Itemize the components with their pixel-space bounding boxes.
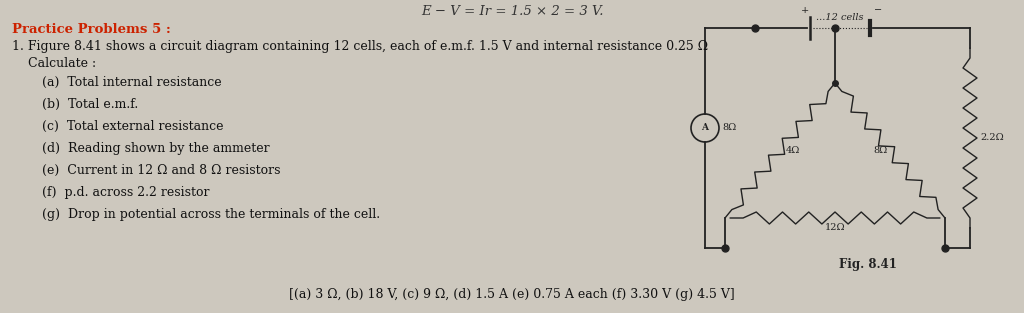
Text: Calculate :: Calculate : (28, 57, 96, 70)
Text: (a)  Total internal resistance: (a) Total internal resistance (42, 76, 221, 89)
Text: (f)  p.d. across 2.2 resistor: (f) p.d. across 2.2 resistor (42, 186, 210, 199)
Text: 8Ω: 8Ω (722, 124, 736, 132)
Text: −: − (874, 6, 882, 15)
Text: (e)  Current in 12 Ω and 8 Ω resistors: (e) Current in 12 Ω and 8 Ω resistors (42, 164, 281, 177)
Text: (c)  Total external resistance: (c) Total external resistance (42, 120, 223, 133)
Text: A: A (701, 124, 709, 132)
Text: ...12 cells: ...12 cells (816, 13, 864, 22)
Text: 2.2Ω: 2.2Ω (980, 134, 1004, 142)
Text: [(a) 3 Ω, (b) 18 V, (c) 9 Ω, (d) 1.5 A (e) 0.75 A each (f) 3.30 V (g) 4.5 V]: [(a) 3 Ω, (b) 18 V, (c) 9 Ω, (d) 1.5 A (… (289, 288, 735, 301)
Text: 4Ω: 4Ω (785, 146, 800, 155)
Text: 12Ω: 12Ω (824, 223, 846, 232)
Text: Fig. 8.41: Fig. 8.41 (839, 258, 896, 271)
Text: (d)  Reading shown by the ammeter: (d) Reading shown by the ammeter (42, 142, 269, 155)
Text: E − V = Ir = 1.5 × 2 = 3 V.: E − V = Ir = 1.5 × 2 = 3 V. (421, 5, 603, 18)
Text: +: + (801, 6, 809, 15)
Text: (g)  Drop in potential across the terminals of the cell.: (g) Drop in potential across the termina… (42, 208, 380, 221)
Text: (b)  Total e.m.f.: (b) Total e.m.f. (42, 98, 138, 111)
Text: Practice Problems 5 :: Practice Problems 5 : (12, 23, 171, 36)
Text: 8Ω: 8Ω (873, 146, 887, 155)
Text: 1. Figure 8.41 shows a circuit diagram containing 12 cells, each of e.m.f. 1.5 V: 1. Figure 8.41 shows a circuit diagram c… (12, 40, 709, 53)
